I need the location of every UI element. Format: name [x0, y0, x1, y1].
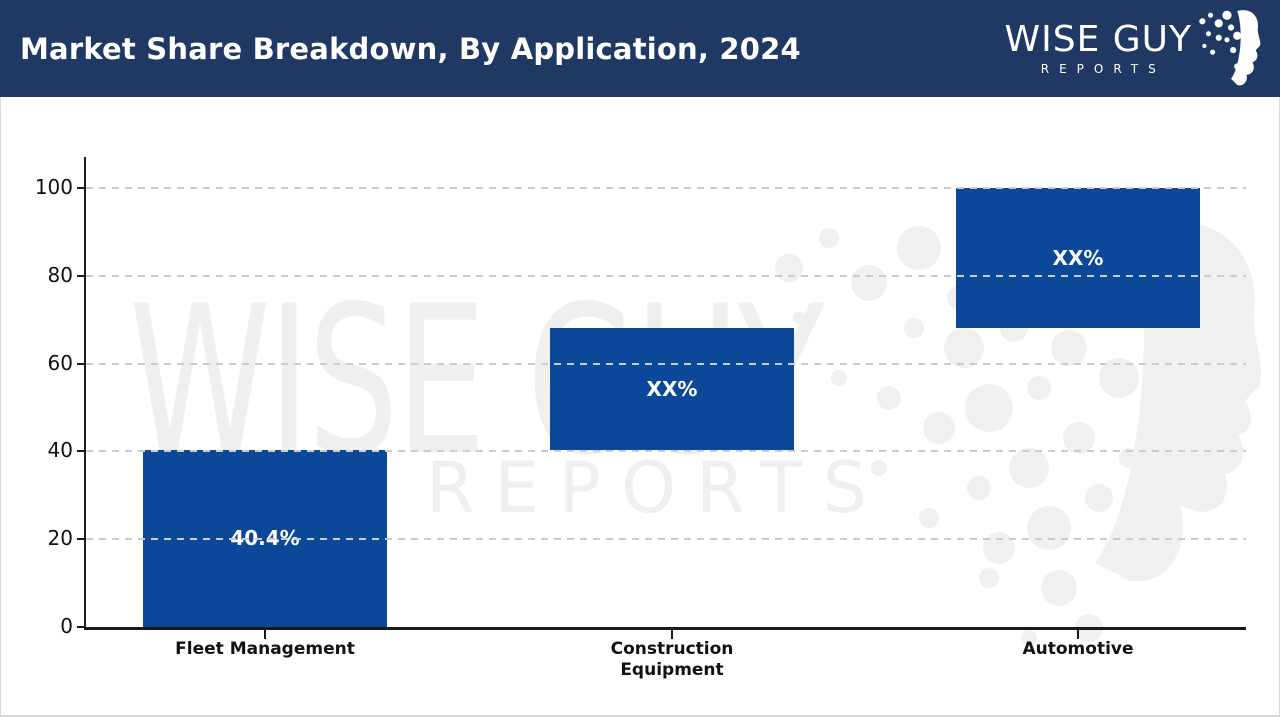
bar: XX%: [956, 188, 1200, 328]
x-axis-line: [84, 627, 1246, 630]
gridline: [86, 538, 1246, 541]
y-tick-mark: [77, 538, 84, 541]
x-category-label-line: Automotive: [1022, 639, 1134, 659]
y-tick-label: 0: [60, 614, 73, 638]
brand-logo-name: WISE GUY: [1004, 18, 1192, 60]
gridline: [86, 187, 1246, 189]
bar-value-label: XX%: [1052, 245, 1104, 270]
bar: XX%: [550, 327, 794, 450]
x-category-label-line: Fleet Management: [175, 639, 355, 659]
header-bar: Market Share Breakdown, By Application, …: [0, 0, 1280, 97]
x-tick-mark: [1077, 630, 1079, 639]
x-tick-mark: [671, 630, 673, 639]
chart-canvas: WISE GUY REPORTS 40.4% XX% XX% 0 20 40 60 80 100…: [0, 97, 1280, 715]
y-axis-line: [84, 157, 86, 629]
brand-logo: WISE GUY REPORTS: [1005, 7, 1263, 91]
y-tick-label: 80: [47, 262, 73, 287]
y-tick-label: 40: [47, 438, 73, 463]
bar-value-label: XX%: [646, 376, 698, 401]
chart-title: Market Share Breakdown, By Application, …: [20, 31, 801, 66]
x-category-label-line: Construction: [610, 639, 734, 659]
gridline: [86, 362, 1246, 365]
brand-logo-text: WISE GUY REPORTS: [1004, 18, 1193, 76]
bottom-border-line: [0, 715, 1280, 717]
brand-logo-subname: REPORTS: [1040, 61, 1166, 76]
watermark-text-2: REPORTS: [426, 447, 887, 529]
brand-face-icon: [1196, 7, 1262, 91]
gridline: [86, 274, 1246, 277]
y-tick-mark: [77, 450, 84, 453]
y-tick-label: 100: [34, 175, 73, 199]
y-tick-label: 20: [47, 526, 73, 551]
x-tick-mark: [264, 630, 266, 639]
x-category-label: Fleet Management: [105, 639, 425, 660]
y-tick-mark: [77, 626, 84, 628]
x-category-label: Construction Equipment: [512, 639, 832, 681]
x-category-label-line: Equipment: [620, 660, 724, 680]
gridline: [86, 450, 1246, 453]
x-category-label: Automotive: [918, 639, 1238, 660]
y-tick-label: 60: [47, 350, 73, 375]
y-tick-mark: [77, 274, 84, 277]
y-tick-mark: [77, 362, 84, 365]
y-tick-mark: [77, 187, 84, 189]
